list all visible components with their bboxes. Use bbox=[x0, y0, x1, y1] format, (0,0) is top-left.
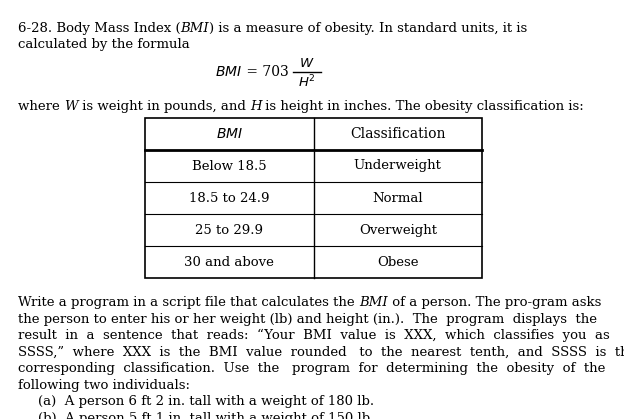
Text: W: W bbox=[64, 100, 77, 113]
Text: ) is a measure of obesity. In standard units, it is: ) is a measure of obesity. In standard u… bbox=[209, 22, 527, 35]
Text: Obese: Obese bbox=[377, 256, 419, 269]
Text: (b)  A person 5 ft 1 in. tall with a weight of 150 lb.: (b) A person 5 ft 1 in. tall with a weig… bbox=[38, 411, 374, 419]
Text: Classification: Classification bbox=[350, 127, 446, 141]
Text: BMI: BMI bbox=[359, 296, 388, 309]
Text: $\mathit{W}$: $\mathit{W}$ bbox=[299, 57, 314, 70]
Text: 18.5 to 24.9: 18.5 to 24.9 bbox=[189, 191, 270, 204]
Text: 30 and above: 30 and above bbox=[184, 256, 274, 269]
Text: H: H bbox=[250, 100, 261, 113]
Text: $\mathit{BMI}$: $\mathit{BMI}$ bbox=[216, 127, 243, 141]
Text: calculated by the formula: calculated by the formula bbox=[18, 38, 190, 51]
Text: = 703: = 703 bbox=[242, 65, 289, 79]
Text: following two individuals:: following two individuals: bbox=[18, 378, 190, 391]
Text: 6-28. Body Mass Index (: 6-28. Body Mass Index ( bbox=[18, 22, 180, 35]
Text: the person to enter his or her weight (lb) and height (in.).  The  program  disp: the person to enter his or her weight (l… bbox=[18, 313, 597, 326]
Text: SSSS,”  where  XXX  is  the  BMI  value  rounded   to  the  nearest  tenth,  and: SSSS,” where XXX is the BMI value rounde… bbox=[18, 346, 624, 359]
Text: result  in  a  sentence  that  reads:  “Your  BMI  value  is  XXX,  which  class: result in a sentence that reads: “Your B… bbox=[18, 329, 610, 342]
Text: 25 to 29.9: 25 to 29.9 bbox=[195, 223, 263, 236]
Text: where: where bbox=[18, 100, 64, 113]
Text: Overweight: Overweight bbox=[359, 223, 437, 236]
Text: $\mathit{H}^2$: $\mathit{H}^2$ bbox=[298, 74, 316, 91]
Text: $\mathit{BMI}$: $\mathit{BMI}$ bbox=[215, 65, 242, 79]
Text: Below 18.5: Below 18.5 bbox=[192, 160, 266, 173]
Text: Write a program in a script file that calculates the: Write a program in a script file that ca… bbox=[18, 296, 359, 309]
Text: of a person. The pro-gram asks: of a person. The pro-gram asks bbox=[388, 296, 601, 309]
Text: corresponding  classification.  Use  the   program  for  determining  the  obesi: corresponding classification. Use the pr… bbox=[18, 362, 605, 375]
Text: Underweight: Underweight bbox=[354, 160, 442, 173]
Bar bbox=[145, 118, 482, 278]
Text: Normal: Normal bbox=[373, 191, 423, 204]
Text: is height in inches. The obesity classification is:: is height in inches. The obesity classif… bbox=[261, 100, 584, 113]
Text: is weight in pounds, and: is weight in pounds, and bbox=[77, 100, 250, 113]
Text: (a)  A person 6 ft 2 in. tall with a weight of 180 lb.: (a) A person 6 ft 2 in. tall with a weig… bbox=[38, 395, 374, 408]
Text: BMI: BMI bbox=[180, 22, 209, 35]
